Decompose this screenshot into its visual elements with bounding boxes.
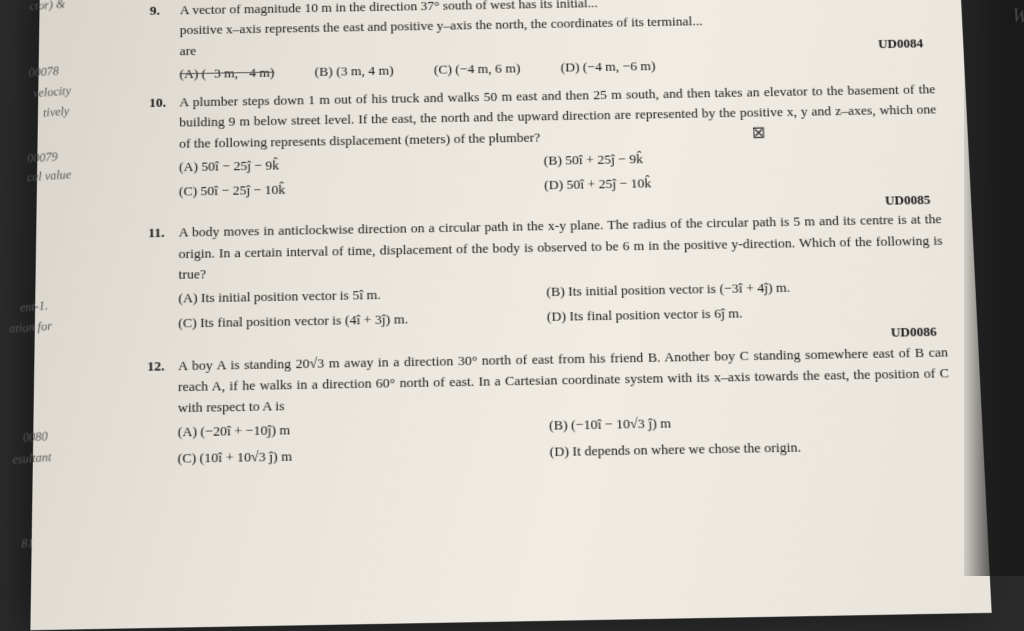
q9-line2: positive x–axis represents the east and …	[180, 13, 703, 37]
q11-opt-a: (A) Its initial position vector is 5î m.	[178, 282, 546, 309]
margin-note: velocity	[33, 81, 71, 102]
margin-note: ctor) &	[29, 0, 65, 15]
q11-opt-c: (C) Its final position vector is (4î + 3…	[178, 307, 547, 335]
q10-opt-c: (C) 50î − 25ĵ − 10k̂	[179, 175, 545, 202]
q10-opt-a: (A) 50î − 25ĵ − 9k̂	[179, 150, 544, 177]
q12-text: A boy A is standing 20√3 m away in a dir…	[178, 344, 949, 416]
q9-line3: are	[180, 42, 197, 57]
q11-number: 11.	[148, 223, 165, 244]
margin-note: 0080	[23, 426, 48, 447]
q10-options: (A) 50î − 25ĵ − 9k̂ (B) 50î + 25ĵ − 9k̂ …	[179, 143, 940, 206]
q11-opt-d: (D) Its final position vector is 6ĵ m.	[547, 300, 916, 328]
q12-options: (A) (−20î + −10ĵ) m (B) (−10î − 10√3 ĵ) …	[178, 408, 953, 473]
q11-text: A body moves in anticlockwise direction …	[178, 211, 942, 281]
q10-number: 10.	[149, 93, 166, 114]
q9-opt-a: (A) (−3 m, −4 m)	[179, 62, 274, 84]
question-9: 9. A vector of magnitude 10 m in the dir…	[149, 0, 934, 87]
q10-opt-d: (D) 50î + 25ĵ − 10k̂	[544, 169, 910, 196]
q11-opt-b: (B) Its initial position vector is (−3î …	[546, 275, 914, 302]
q12-opt-b: (B) (−10î − 10√3 ĵ) m	[549, 409, 921, 437]
margin-note: ent-1.	[19, 296, 48, 317]
q9-number: 9.	[150, 1, 160, 21]
next-page-glimpse: W	[1011, 4, 1024, 28]
q10-opt-b: (B) 50î + 25ĵ − 9k̂	[543, 144, 908, 171]
margin-note: tively	[43, 102, 70, 122]
q9-line1: A vector of magnitude 10 m in the direct…	[180, 0, 598, 17]
question-12: 12. A boy A is standing 20√3 m away in a…	[147, 341, 953, 473]
question-10: 10. A plumber steps down 1 m out of his …	[148, 79, 940, 206]
q12-number: 12.	[147, 355, 164, 376]
page-shadow	[964, 0, 1024, 576]
q10-code: UD0085	[885, 189, 931, 210]
margin-note: ation for	[9, 316, 52, 338]
q10-text: A plumber steps down 1 m out of his truc…	[179, 81, 936, 150]
margin-note: cal value	[27, 165, 72, 186]
exam-page: ctor) & 00078 velocity tively 00079 cal …	[30, 0, 991, 630]
q9-opt-c: (C) (−4 m, 6 m)	[434, 58, 521, 80]
q9-code: UD0084	[878, 33, 924, 53]
q11-code: UD0086	[890, 321, 937, 342]
q9-opt-d: (D) (−4 m, −6 m)	[560, 56, 655, 78]
q11-options: (A) Its initial position vector is 5î m.…	[178, 275, 946, 339]
margin-note: 00078	[28, 62, 59, 82]
q9-opt-b: (B) (3 m, 4 m)	[315, 60, 394, 82]
q12-opt-c: (C) (10î + 10√3 ĵ) m	[178, 441, 550, 469]
q12-opt-d: (D) It depends on where we chose the ori…	[549, 434, 921, 462]
margin-note: 00079	[27, 147, 58, 167]
pen-mark-icon: ⊠	[752, 121, 766, 146]
question-11: 11. A body moves in anticlockwise direct…	[147, 209, 946, 339]
margin-note: esultant	[12, 447, 52, 469]
margin-note: 81	[21, 533, 34, 553]
q12-opt-a: (A) (−20î + −10ĵ) m	[178, 415, 550, 443]
